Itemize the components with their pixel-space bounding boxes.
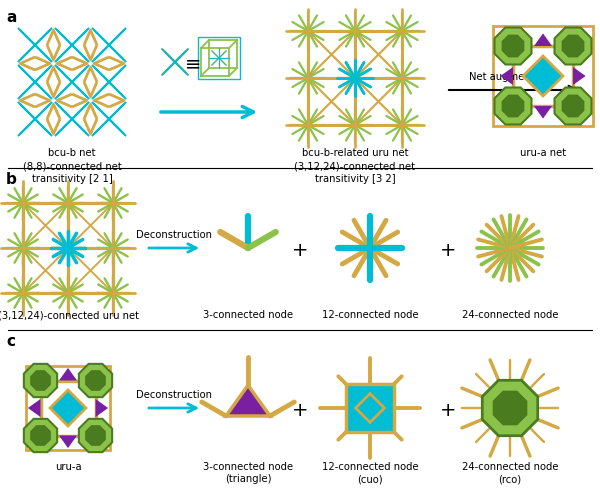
- Polygon shape: [534, 106, 552, 119]
- Bar: [198, 37, 240, 79]
- Text: +: +: [440, 241, 456, 259]
- Text: Deconstruction: Deconstruction: [136, 230, 212, 240]
- Polygon shape: [562, 95, 584, 117]
- Polygon shape: [59, 435, 77, 448]
- Text: Deconstruction: Deconstruction: [136, 390, 212, 400]
- Polygon shape: [562, 35, 584, 57]
- Polygon shape: [24, 364, 57, 397]
- Polygon shape: [502, 95, 524, 117]
- Text: Net augmentation: Net augmentation: [469, 72, 559, 82]
- Text: uru-a: uru-a: [55, 462, 82, 472]
- Polygon shape: [494, 28, 532, 64]
- Polygon shape: [494, 88, 532, 124]
- Polygon shape: [523, 56, 563, 96]
- Polygon shape: [79, 364, 112, 397]
- Polygon shape: [31, 426, 50, 445]
- Text: 3-connected node: 3-connected node: [203, 310, 293, 320]
- Text: bcu-b-related uru net
(3,12,24)-connected net
transitivity [3 2]: bcu-b-related uru net (3,12,24)-connecte…: [295, 148, 415, 184]
- Polygon shape: [31, 371, 50, 390]
- Text: 12-connected node
(cuo): 12-connected node (cuo): [322, 462, 418, 485]
- Text: b: b: [6, 172, 17, 187]
- Bar: [26, 366, 110, 450]
- Polygon shape: [50, 390, 86, 426]
- Text: 24-connected node: 24-connected node: [462, 310, 558, 320]
- Text: +: +: [292, 400, 308, 420]
- Text: c: c: [6, 334, 15, 349]
- Polygon shape: [554, 88, 592, 124]
- Text: ≡: ≡: [185, 55, 201, 73]
- Polygon shape: [493, 391, 527, 425]
- Polygon shape: [24, 419, 57, 452]
- Polygon shape: [534, 33, 552, 46]
- Polygon shape: [95, 399, 108, 417]
- Polygon shape: [86, 426, 105, 445]
- Text: uru-a net: uru-a net: [520, 148, 566, 158]
- Bar: [493, 26, 593, 126]
- Polygon shape: [86, 371, 105, 390]
- Polygon shape: [79, 419, 112, 452]
- Polygon shape: [500, 67, 513, 85]
- Text: bcu-b net
(8,8)-connected net
transitivity [2 1]: bcu-b net (8,8)-connected net transitivi…: [23, 148, 121, 184]
- Text: (3,12,24)-connected uru net: (3,12,24)-connected uru net: [0, 310, 139, 320]
- Text: +: +: [440, 400, 456, 420]
- Polygon shape: [28, 399, 41, 417]
- Text: 24-connected node
(rco): 24-connected node (rco): [462, 462, 558, 485]
- Text: a: a: [6, 10, 16, 25]
- Text: 12-connected node: 12-connected node: [322, 310, 418, 320]
- Polygon shape: [482, 380, 538, 436]
- Text: 3-connected node
(triangle): 3-connected node (triangle): [203, 462, 293, 485]
- Polygon shape: [59, 368, 77, 380]
- Polygon shape: [502, 35, 524, 57]
- Text: +: +: [292, 241, 308, 259]
- Polygon shape: [554, 28, 592, 64]
- Polygon shape: [573, 67, 586, 85]
- Polygon shape: [226, 385, 270, 416]
- Bar: [346, 384, 394, 432]
